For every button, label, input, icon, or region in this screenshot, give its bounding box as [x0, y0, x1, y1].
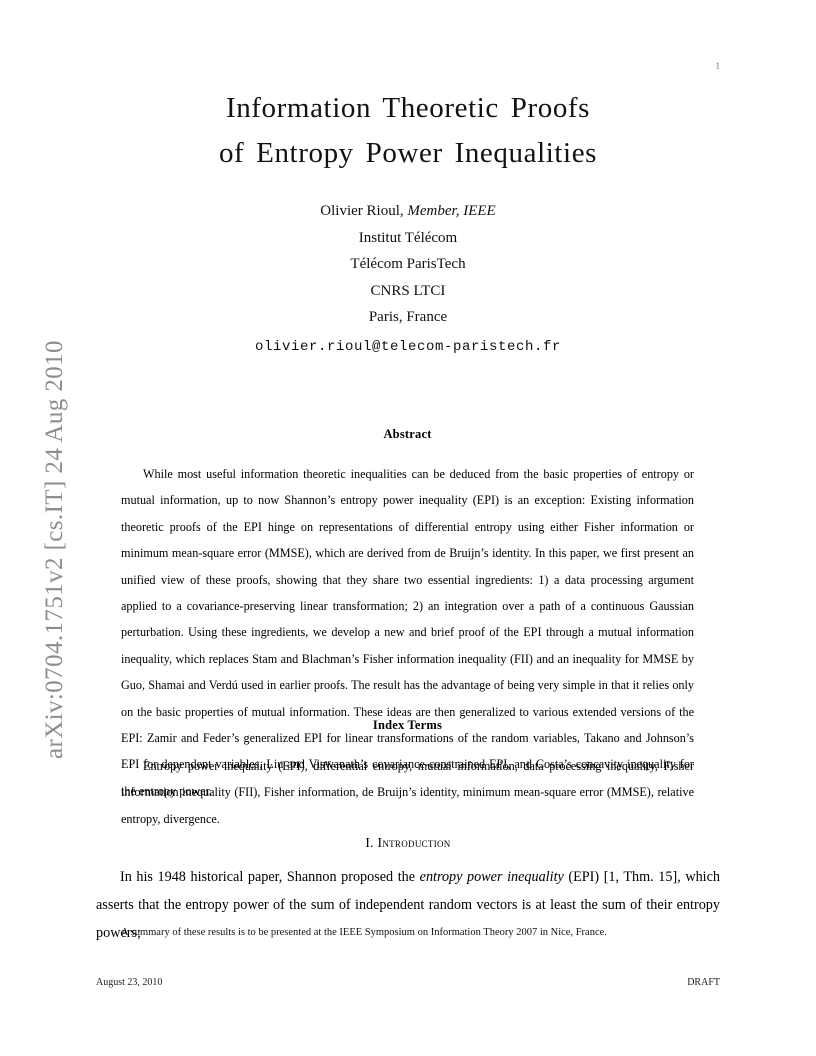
affiliation-line-4: Paris, France — [368, 309, 448, 326]
abstract-text: While most useful information theoretic … — [121, 467, 694, 798]
abstract-heading: Abstract — [383, 427, 432, 441]
abstract-section: Abstract While most useful information t… — [121, 427, 694, 804]
title-line-1: Information Theoretic Proofs — [225, 92, 591, 124]
introduction-text: In his 1948 historical paper, Shannon pr… — [96, 863, 720, 947]
introduction-section: I. Introduction In his 1948 historical p… — [96, 835, 720, 947]
author-email[interactable]: olivier.rioul@telecom-paristech.fr — [254, 338, 562, 355]
index-terms-section: Index Terms Entropy power inequality (EP… — [121, 718, 694, 832]
footnote-section: A summary of these results is to be pres… — [121, 925, 694, 941]
author-name: Olivier Rioul, — [320, 203, 404, 219]
page-footer: August 23, 2010 DRAFT — [96, 977, 720, 988]
affiliation-line-1: Institut Télécom — [358, 229, 458, 246]
footer-date: August 23, 2010 — [96, 977, 163, 988]
introduction-emphasis: entropy power inequality — [419, 869, 564, 885]
affiliation-line-2: Télécom ParisTech — [350, 256, 466, 273]
footnote-text: A summary of these results is to be pres… — [121, 927, 607, 938]
introduction-heading: I. Introduction — [365, 835, 451, 850]
arxiv-identifier-stamp: arXiv:0704.1751v2 [cs.IT] 24 Aug 2010 — [41, 340, 68, 759]
author-block: Olivier Rioul, Member, IEEE Institut Tél… — [96, 198, 720, 360]
paper-title: Information Theoretic Proofs of Entropy … — [96, 86, 720, 176]
index-terms-heading: Index Terms — [372, 718, 443, 732]
author-name-line: Olivier Rioul, Member, IEEE — [96, 198, 720, 225]
footer-status: DRAFT — [687, 977, 720, 988]
author-membership: Member, IEEE — [407, 203, 496, 219]
introduction-text-part1: In his 1948 historical paper, Shannon pr… — [120, 869, 420, 885]
page-number: 1 — [715, 61, 721, 71]
title-line-2: of Entropy Power Inequalities — [218, 137, 598, 169]
affiliation-line-3: CNRS LTCI — [370, 282, 446, 299]
index-terms-text: Entropy power inequality (EPI), differen… — [121, 759, 694, 826]
introduction-text-part2: (EPI) [1, Thm. 15], which asserts that t… — [96, 869, 720, 941]
